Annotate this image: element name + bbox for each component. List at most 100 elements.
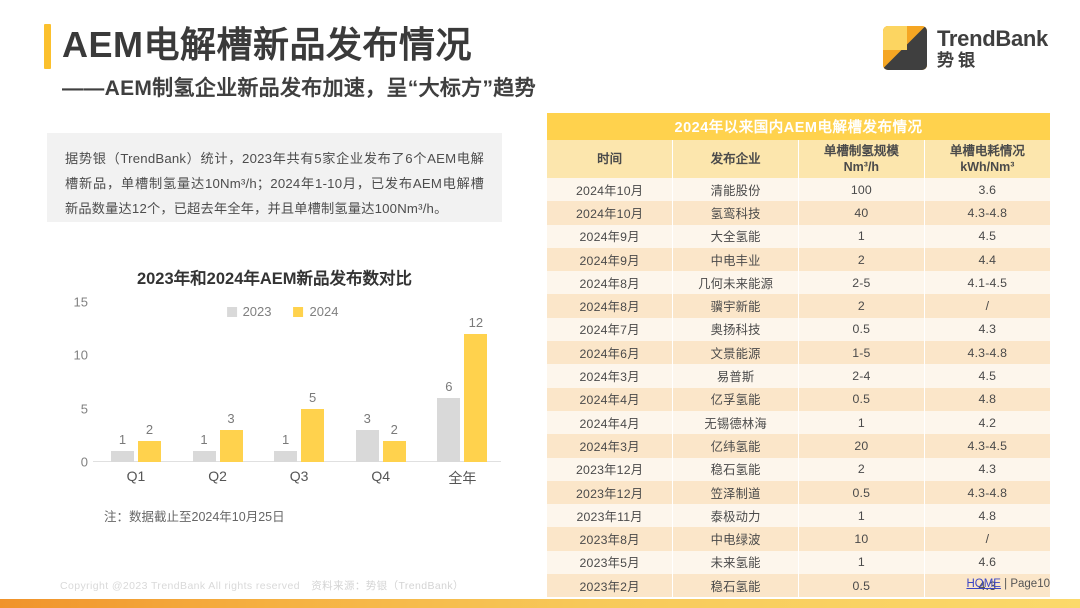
home-link[interactable]: HOME <box>966 578 1001 590</box>
table-cell: 2023年8月 <box>547 527 674 551</box>
y-tick-15: 15 <box>73 294 88 310</box>
table-cell: 100 <box>798 178 925 202</box>
legend-swatch-icon <box>226 306 237 317</box>
table-cell: / <box>924 294 1050 318</box>
legend-label: 2024 <box>309 304 339 319</box>
table-cell: 4.8 <box>924 504 1050 528</box>
summary-text: 据势银（TrendBank）统计，2023年共有5家企业发布了6个AEM电解槽新… <box>65 151 484 216</box>
table-cell: 亿纬氢能 <box>672 434 799 458</box>
table-header-row: 时间 发布企业 单槽制氢规模 Nm³/h 单槽电耗情况 kWh/Nm³ <box>547 140 1050 178</box>
table-row: 2024年8月 骥宇新能 2/ <box>547 294 1050 318</box>
bar-2023-Q1: 1 <box>110 432 134 462</box>
bar-2024-Q4: 2 <box>382 422 406 462</box>
table-row: 2024年10月 清能股份 100 3.6 <box>547 178 1050 202</box>
table-row: 2024年9月 大全氢能 1 4.5 <box>547 224 1050 248</box>
table-row: 2024年7月 奥扬科技 0.5 4.3 <box>547 317 1050 342</box>
logo-mark-icon <box>883 26 927 70</box>
table-cell: 4.1-4.5 <box>924 271 1050 295</box>
table-cell: 10 <box>798 527 925 551</box>
table-cell: 中电绿波 <box>672 527 799 551</box>
table-row: 2024年9月 中电丰业 2 4.4 <box>547 247 1050 272</box>
bar-value-label: 6 <box>445 379 453 394</box>
table-cell: 4.3-4.8 <box>924 201 1050 225</box>
table-cell: 4.2 <box>924 410 1050 435</box>
bar-2023-全年: 6 <box>437 379 461 462</box>
table-cell: 2024年3月 <box>547 364 674 388</box>
table-cell: 2-4 <box>798 364 925 388</box>
x-tick-Q4: Q4 <box>371 468 391 484</box>
table-cell: 2024年7月 <box>547 317 674 342</box>
summary-box: 据势银（TrendBank）统计，2023年共有5家企业发布了6个AEM电解槽新… <box>47 133 502 222</box>
table-row: 2024年8月 几何未来能源 2-5 4.1-4.5 <box>547 271 1050 295</box>
chart-note: 注：数据截止至2024年10月25日 <box>104 510 285 524</box>
table-cell: 2024年6月 <box>547 341 674 365</box>
page-title: AEM电解槽新品发布情况 <box>62 24 472 65</box>
y-axis: 0 5 10 15 <box>60 294 88 470</box>
table-cell: 1 <box>798 224 925 248</box>
table-title: 2024年以来国内AEM电解槽发布情况 <box>547 113 1050 140</box>
table-cell: 4.3-4.8 <box>924 341 1050 365</box>
table-cell: 2024年10月 <box>547 201 674 225</box>
table-cell: 1 <box>798 410 925 435</box>
table-cell: 0.5 <box>798 480 925 505</box>
table-cell: 40 <box>798 201 925 225</box>
table-row: 2023年2月 稳石氢能 0.5 4.3 <box>547 574 1050 598</box>
bar-2024-Q2: 3 <box>219 411 243 462</box>
table-cell: 2024年4月 <box>547 410 674 435</box>
table-cell: 0.5 <box>798 387 925 411</box>
table-cell: 2023年12月 <box>547 480 674 505</box>
bar-group-全年: 6 12 <box>437 315 488 462</box>
table-cell: 亿孚氢能 <box>672 387 799 411</box>
table-cell: 4.3-4.5 <box>924 434 1050 458</box>
table-cell: 无锡德林海 <box>672 410 799 435</box>
table-cell: 2024年8月 <box>547 271 674 295</box>
table-cell: 2024年3月 <box>547 434 674 458</box>
table-cell: 2024年9月 <box>547 247 674 272</box>
table-cell: 3.6 <box>924 178 1050 202</box>
table-cell: 几何未来能源 <box>672 271 799 295</box>
footer-separator: | <box>1000 578 1011 590</box>
bar-value-label: 12 <box>468 315 484 330</box>
table-title-row: 2024年以来国内AEM电解槽发布情况 <box>547 113 1050 140</box>
bar-2023-Q4: 3 <box>355 411 379 462</box>
bar-2024-Q1: 2 <box>137 422 161 462</box>
table-row: 2024年3月 易普斯 2-4 4.5 <box>547 364 1050 388</box>
table-cell: 4.3 <box>924 457 1050 481</box>
table-row: 2023年12月 笠泽制道 0.5 4.3-4.8 <box>547 480 1050 505</box>
x-tick-全年: 全年 <box>448 470 477 486</box>
footer-copyright: Copyright @2023 TrendBank All rights res… <box>60 578 464 593</box>
table-cell: 4.5 <box>924 364 1050 388</box>
plot-area: 1 2 1 3 1 5 3 2 6 12 <box>93 302 501 462</box>
page-subtitle: ——AEM制氢企业新品发布加速，呈“大标方”趋势 <box>62 77 536 100</box>
bar-2024-Q3: 5 <box>301 390 325 462</box>
table-cell: 2023年2月 <box>547 574 674 598</box>
table-cell: 20 <box>798 434 925 458</box>
table-cell: 文景能源 <box>672 341 799 365</box>
x-axis: Q1 Q2 Q3 Q4 全年 <box>93 468 501 490</box>
table-cell: 2024年10月 <box>547 178 674 202</box>
table-cell: 2023年12月 <box>547 457 674 481</box>
bar-value-label: 1 <box>118 432 127 448</box>
table-cell: 4.3-4.8 <box>924 480 1050 505</box>
table-cell: 2023年11月 <box>547 504 674 528</box>
table-row: 2023年5月 未来氢能 1 4.6 <box>547 550 1050 575</box>
table-cell: 4.3 <box>924 574 1050 598</box>
table-row: 2024年6月 文景能源 1-5 4.3-4.8 <box>547 341 1050 365</box>
table-cell: 4.5 <box>924 224 1050 248</box>
table-cell: 稳石氢能 <box>672 457 799 481</box>
table-row: 2024年4月 亿孚氢能 0.5 4.8 <box>547 387 1050 411</box>
table-cell: 4.3 <box>924 317 1050 342</box>
bar-value-label: 2 <box>145 421 154 437</box>
table-cell: / <box>924 527 1050 551</box>
chart-title: 2023年和2024年AEM新品发布数对比 <box>136 270 413 288</box>
bar-chart: 2023 2024 0 5 10 15 1 2 1 3 1 5 3 2 6 12 Q1 Q2 Q3 Q4 全年 <box>60 294 505 501</box>
table-cell: 2-5 <box>798 271 925 295</box>
legend-swatch-icon <box>293 306 304 317</box>
table-cell: 4.6 <box>924 550 1050 575</box>
table-row: 2023年12月 稳石氢能 2 4.3 <box>547 457 1050 481</box>
table-cell: 2 <box>798 247 925 272</box>
bottom-accent-bar <box>0 599 1080 608</box>
table-column-header: 单槽制氢规模 Nm³/h <box>798 140 925 178</box>
table-row: 2023年11月 泰极动力 1 4.8 <box>547 504 1050 528</box>
